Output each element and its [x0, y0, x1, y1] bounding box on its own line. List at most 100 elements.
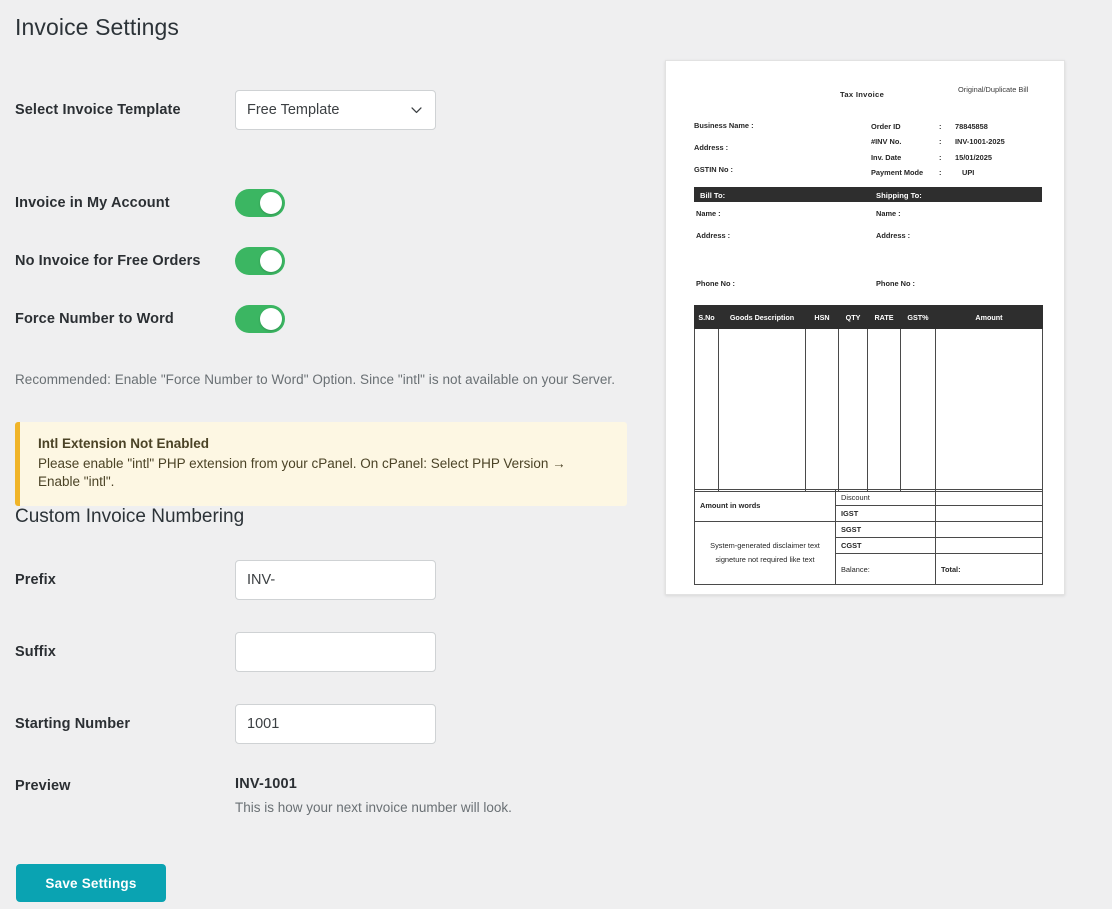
- select-invoice-template-label: Select Invoice Template: [15, 102, 181, 118]
- goods-cell-rate: [867, 328, 901, 492]
- invoice-in-my-account-row: Invoice in My Account: [0, 174, 660, 232]
- invoice-tax-invoice-title: Tax Invoice: [840, 90, 885, 99]
- bill-to-name-field: Name :: [696, 209, 721, 218]
- prefix-label: Prefix: [15, 572, 56, 588]
- toggle-knob: [260, 250, 282, 272]
- goods-header-qty: QTY: [838, 305, 868, 329]
- bill-to-phone-field: Phone No :: [696, 279, 736, 288]
- bill-to-address-field: Address :: [696, 231, 731, 240]
- meta-key: Inv. Date: [871, 152, 902, 162]
- invoice-business-name-field: Business Name :: [694, 121, 754, 130]
- disclaimer-line-2: signeture not required like text: [715, 555, 815, 564]
- invoice-original-duplicate-label: Original/Duplicate Bill: [958, 85, 1029, 94]
- invoice-template-select[interactable]: Free Template: [235, 90, 436, 130]
- disclaimer-line-1: System-generated disclaimer text: [710, 540, 820, 550]
- shipping-to-phone-field: Phone No :: [876, 279, 916, 288]
- suffix-row: Suffix: [0, 628, 660, 676]
- invoice-business-address-field: Address :: [694, 143, 729, 152]
- toggle-force-number-to-word[interactable]: [235, 305, 285, 333]
- suffix-label: Suffix: [15, 644, 56, 660]
- goods-table-header-row: S.No Goods Description HSN QTY RATE GST%…: [694, 305, 1043, 329]
- invoice-in-my-account-label: Invoice in My Account: [15, 195, 170, 211]
- starting-number-input[interactable]: [235, 704, 436, 744]
- meta-key: Order ID: [871, 122, 901, 131]
- prefix-row: Prefix: [0, 556, 660, 604]
- invoice-meta-payment-mode: Payment Mode : UPI: [871, 168, 1041, 178]
- notice-body: Please enable "intl" PHP extension from …: [38, 456, 566, 490]
- save-settings-button[interactable]: Save Settings: [16, 864, 166, 902]
- meta-value: INV-1001-2025: [955, 137, 1005, 147]
- invoice-template-select-value: Free Template: [235, 90, 436, 130]
- suffix-control: [235, 632, 660, 672]
- meta-separator: :: [939, 122, 942, 131]
- force-number-to-word-control: [235, 305, 660, 333]
- meta-value: 78845858: [955, 122, 988, 131]
- totals-row-discount: Amount in words Discount: [694, 489, 1043, 522]
- starting-number-control: [235, 704, 660, 744]
- invoice-gstin-field: GSTIN No :: [694, 165, 734, 174]
- totals-value-cgst: [935, 537, 1043, 554]
- meta-separator: :: [939, 168, 942, 178]
- shipping-to-name-field: Name :: [876, 209, 901, 218]
- invoice-totals-table: Amount in words Discount IGST System-gen…: [694, 489, 1043, 585]
- recommendation-text: Recommended: Enable "Force Number to Wor…: [15, 372, 616, 387]
- goods-header-hsn: HSN: [805, 305, 839, 329]
- starting-number-row: Starting Number: [0, 700, 660, 748]
- suffix-input[interactable]: [235, 632, 436, 672]
- meta-value: UPI: [962, 168, 975, 178]
- goods-header-amount: Amount: [935, 305, 1043, 329]
- invoice-meta-order-id: Order ID : 78845858: [871, 122, 1041, 131]
- totals-label-sgst: SGST: [835, 521, 936, 538]
- amount-in-words-cell: Amount in words: [694, 489, 836, 522]
- select-invoice-template-control: Free Template: [235, 90, 660, 130]
- bill-to-fields: Name : Address :: [696, 209, 730, 253]
- goods-cell-description: [718, 328, 806, 492]
- toggle-invoice-in-my-account[interactable]: [235, 189, 285, 217]
- meta-key: #INV No.: [871, 137, 902, 147]
- goods-cell-hsn: [805, 328, 839, 492]
- force-number-to-word-row: Force Number to Word: [0, 290, 660, 348]
- invoice-preview-card: Tax Invoice Original/Duplicate Bill Busi…: [665, 60, 1065, 595]
- numbering-fields: Prefix Suffix Starting Number Preview IN…: [0, 556, 660, 824]
- toggle-knob: [260, 192, 282, 214]
- goods-header-gst: GST%: [900, 305, 936, 329]
- intl-extension-notice: Intl Extension Not Enabled Please enable…: [15, 422, 627, 507]
- goods-cell-gst: [900, 328, 936, 492]
- bill-to-header: Bill To:: [700, 190, 726, 200]
- meta-separator: :: [939, 137, 942, 147]
- page-title: Invoice Settings: [15, 14, 179, 40]
- shipping-to-header: Shipping To:: [876, 190, 922, 200]
- prefix-input[interactable]: [235, 560, 436, 600]
- total-label-cell: Total:: [935, 553, 1043, 585]
- settings-column: Select Invoice Template Free Template In…: [0, 84, 660, 348]
- meta-separator: :: [939, 152, 942, 162]
- goods-table-empty-row: [694, 328, 1043, 492]
- totals-value-igst: [935, 505, 1043, 522]
- totals-value-sgst: [935, 521, 1043, 538]
- custom-invoice-numbering-heading: Custom Invoice Numbering: [15, 506, 245, 527]
- invoice-business-fields: Business Name : Address : GSTIN No :: [694, 121, 844, 174]
- totals-label-igst: IGST: [835, 505, 936, 522]
- goods-header-sno: S.No: [694, 305, 719, 329]
- goods-cell-sno: [694, 328, 719, 492]
- prefix-control: [235, 560, 660, 600]
- totals-value-discount: [935, 489, 1043, 506]
- no-invoice-for-free-orders-label: No Invoice for Free Orders: [15, 253, 201, 269]
- preview-row: Preview INV-1001 This is how your next i…: [0, 776, 660, 824]
- goods-cell-qty: [838, 328, 868, 492]
- goods-header-description: Goods Description: [718, 305, 806, 329]
- starting-number-label: Starting Number: [15, 716, 131, 732]
- shipping-to-address-field: Address :: [876, 231, 911, 240]
- notice-title: Intl Extension Not Enabled: [38, 436, 210, 451]
- select-invoice-template-row: Select Invoice Template Free Template: [0, 84, 660, 136]
- toggle-no-invoice-for-free-orders[interactable]: [235, 247, 285, 275]
- preview-hint: This is how your next invoice number wil…: [235, 800, 512, 815]
- preview-value: INV-1001: [235, 776, 298, 792]
- invoice-bill-shipping-bar: Bill To: Shipping To:: [694, 187, 1042, 202]
- invoice-meta-inv-no: #INV No. : INV-1001-2025: [871, 137, 1041, 147]
- force-number-to-word-label: Force Number to Word: [15, 311, 174, 327]
- no-invoice-for-free-orders-control: [235, 247, 660, 275]
- goods-header-rate: RATE: [867, 305, 901, 329]
- preview-label: Preview: [15, 778, 71, 794]
- invoice-meta-block: Order ID : 78845858 #INV No. : INV-1001-…: [871, 123, 1041, 185]
